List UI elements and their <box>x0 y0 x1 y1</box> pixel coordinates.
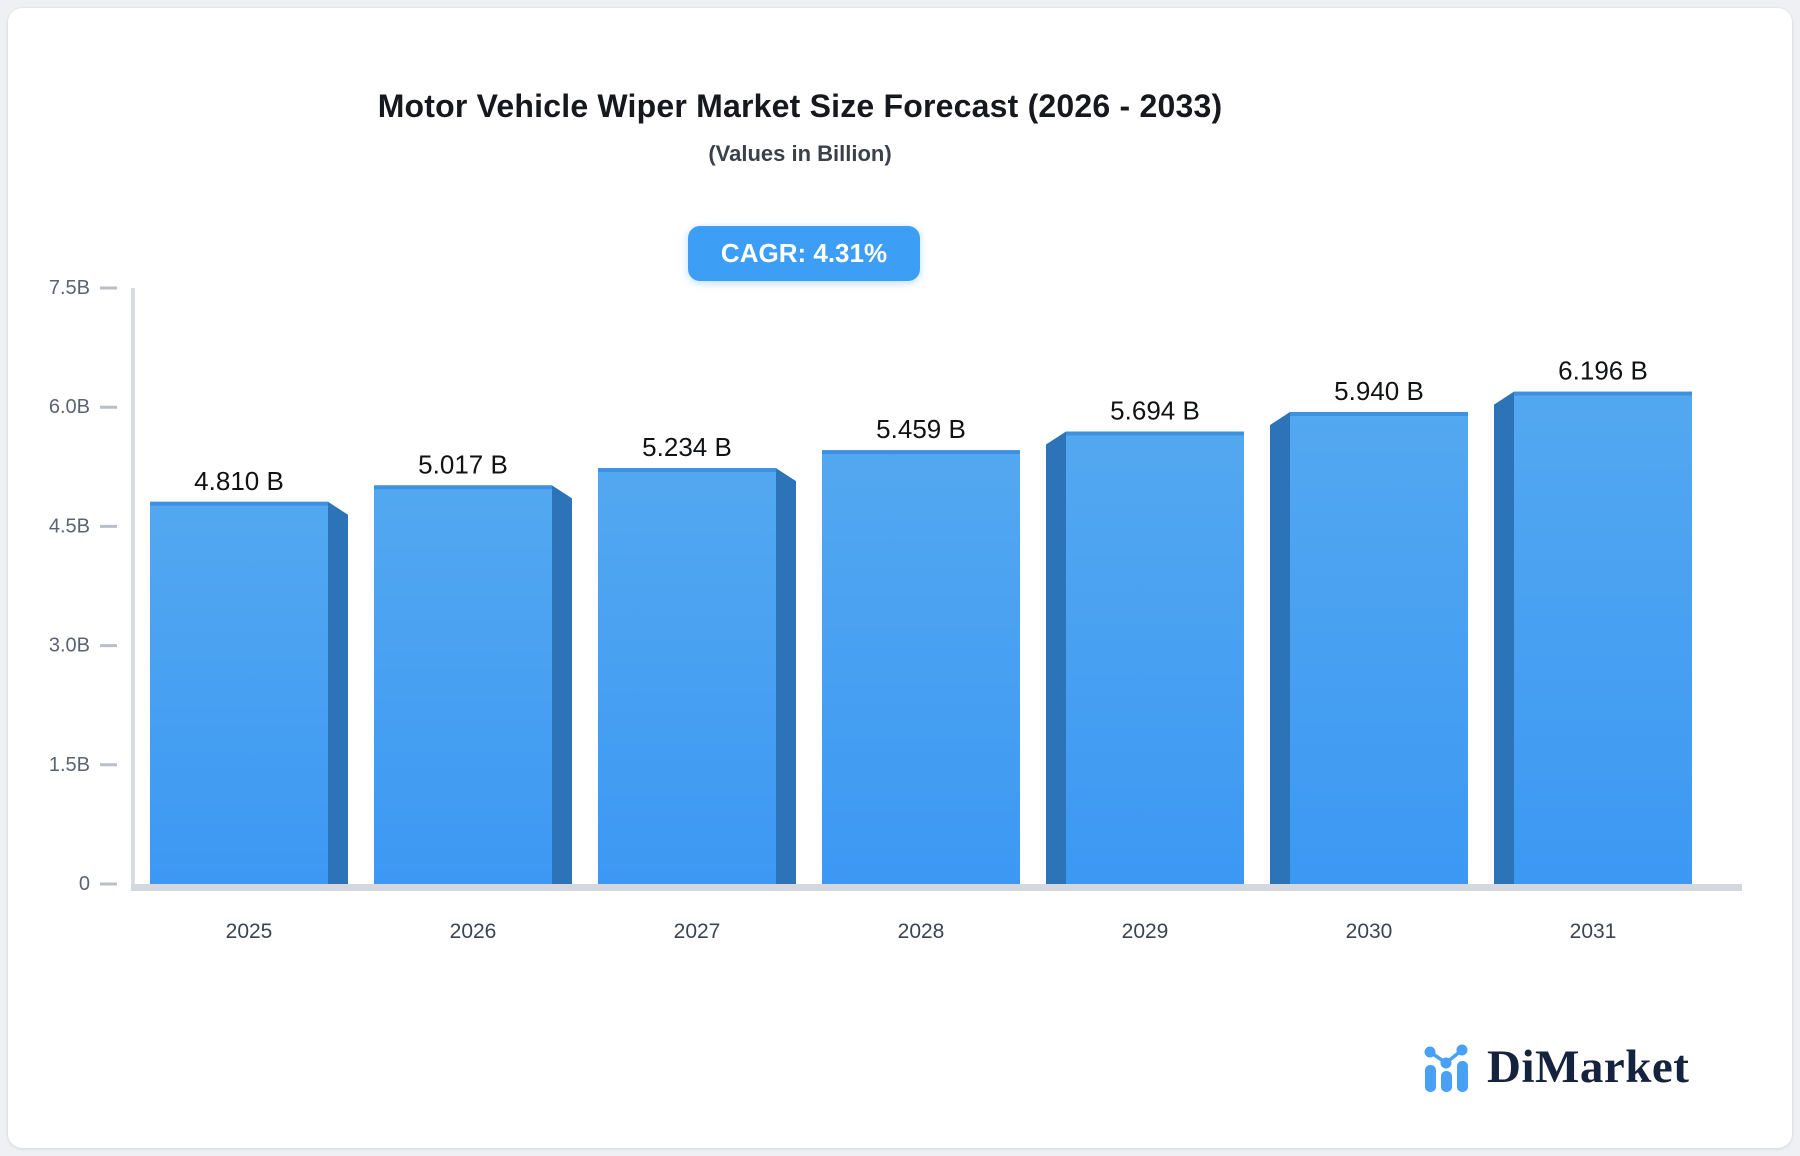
bar-2029[interactable] <box>1046 431 1244 884</box>
y-axis: 7.5B 6.0B 4.5B 3.0B 1.5B 0 <box>49 277 1742 895</box>
logo-dot <box>1424 1046 1436 1058</box>
bar-value-label: 5.234 B <box>642 432 732 462</box>
bar-side-face <box>1494 391 1514 884</box>
brand-name: DiMarket <box>1487 1041 1690 1093</box>
bar-top-edge <box>150 501 328 506</box>
bar-top-edge <box>1514 391 1692 396</box>
bar-2030[interactable] <box>1270 411 1468 884</box>
bar-value-label: 5.017 B <box>418 449 508 479</box>
bar-top-edge <box>822 450 1020 455</box>
chart-subtitle: (Values in Billion) <box>708 141 892 166</box>
x-category-label: 2026 <box>450 920 497 943</box>
y-tick-label: 4.5B <box>49 515 90 537</box>
bar-top-edge <box>598 468 776 473</box>
logo-bar <box>1441 1071 1452 1092</box>
chart-header: Motor Vehicle Wiper Market Size Forecast… <box>0 88 1600 167</box>
bars-group <box>150 391 1692 884</box>
y-axis-line <box>131 288 135 891</box>
bar-face <box>150 501 328 884</box>
bar-side-face <box>328 501 348 884</box>
brand-logo: DiMarket <box>1418 1038 1689 1092</box>
x-category-label: 2025 <box>226 920 273 943</box>
bar-face <box>1066 431 1244 884</box>
bar-top-edge <box>1066 431 1244 436</box>
bar-line-chart-icon <box>1424 1044 1468 1092</box>
labels-group: 4.810 B 2025 5.017 B 2026 5.234 B 2027 5.459 B… <box>194 356 1648 943</box>
bar-face <box>598 468 776 884</box>
cagr-badge: CAGR: 4.31% <box>688 226 920 281</box>
bar-top-edge <box>1290 411 1468 416</box>
logo-bar <box>1425 1065 1436 1092</box>
bar-value-label: 5.940 B <box>1334 376 1424 406</box>
bar-side-face <box>552 485 572 884</box>
y-tick-label: 7.5B <box>49 277 90 299</box>
bar-side-face <box>1046 431 1066 884</box>
bar-2028[interactable] <box>822 450 1020 884</box>
bar-side-face <box>1270 411 1290 884</box>
bar-face <box>374 485 552 884</box>
bar-face <box>1290 411 1468 884</box>
bar-value-label: 4.810 B <box>194 466 284 496</box>
bar-value-label: 5.459 B <box>876 414 966 444</box>
y-tick-label: 0 <box>79 873 90 895</box>
logo-dot <box>1440 1057 1452 1069</box>
bar-value-label: 6.196 B <box>1558 356 1648 386</box>
y-tick-label: 6.0B <box>49 396 90 418</box>
bar-side-face <box>776 468 796 884</box>
y-tick-label: 1.5B <box>49 754 90 776</box>
page-title: Motor Vehicle Wiper Market Size Forecast… <box>377 88 1223 124</box>
x-category-label: 2029 <box>1122 920 1169 943</box>
bar-value-label: 5.694 B <box>1110 396 1200 426</box>
x-category-label: 2027 <box>674 920 721 943</box>
logo-dot <box>1456 1044 1468 1056</box>
x-category-label: 2030 <box>1346 920 1393 943</box>
bar-top-edge <box>374 485 552 490</box>
bar-2026[interactable] <box>374 485 572 884</box>
y-tick-label: 3.0B <box>49 635 90 657</box>
bar-face <box>1514 391 1692 884</box>
logo-bar <box>1457 1061 1468 1092</box>
x-axis-baseline <box>131 884 1742 891</box>
bar-face <box>822 450 1020 884</box>
x-category-label: 2031 <box>1570 920 1617 943</box>
bar-2031[interactable] <box>1494 391 1692 884</box>
bar-2025[interactable] <box>150 501 348 884</box>
bar-2027[interactable] <box>598 468 796 884</box>
x-category-label: 2028 <box>898 920 945 943</box>
